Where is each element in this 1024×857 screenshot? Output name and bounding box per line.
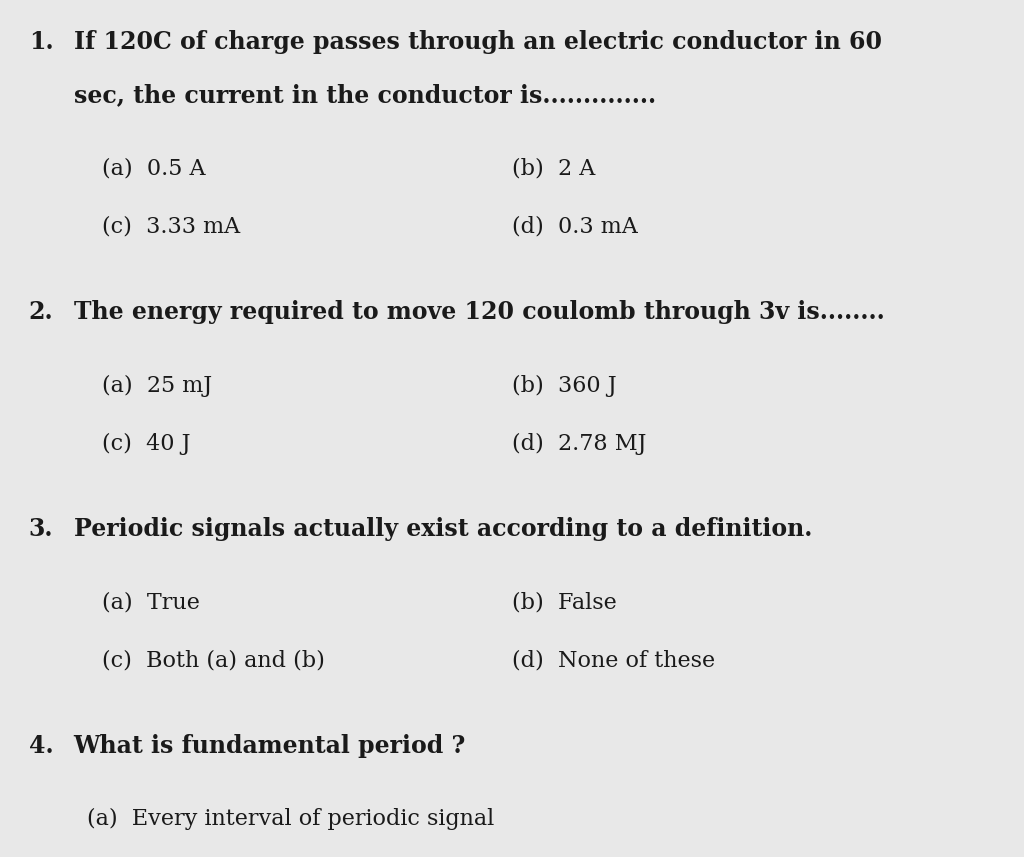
Text: (b)  2 A: (b) 2 A bbox=[512, 158, 595, 180]
Text: (c)  Both (a) and (b): (c) Both (a) and (b) bbox=[102, 650, 326, 672]
Text: (a)  True: (a) True bbox=[102, 591, 201, 614]
Text: (b)  False: (b) False bbox=[512, 591, 616, 614]
Text: (b)  360 J: (b) 360 J bbox=[512, 375, 616, 397]
Text: 3.: 3. bbox=[29, 517, 53, 541]
Text: What is fundamental period ?: What is fundamental period ? bbox=[74, 734, 466, 758]
Text: (d)  0.3 mA: (d) 0.3 mA bbox=[512, 216, 638, 238]
Text: (d)  None of these: (d) None of these bbox=[512, 650, 715, 672]
Text: Periodic signals actually exist according to a definition.: Periodic signals actually exist accordin… bbox=[74, 517, 812, 541]
Text: (a)  0.5 A: (a) 0.5 A bbox=[102, 158, 206, 180]
Text: sec, the current in the conductor is..............: sec, the current in the conductor is....… bbox=[74, 83, 655, 107]
Text: 4.: 4. bbox=[29, 734, 53, 758]
Text: 1.: 1. bbox=[29, 30, 53, 54]
Text: If 120C of charge passes through an electric conductor in 60: If 120C of charge passes through an elec… bbox=[74, 30, 882, 54]
Text: (c)  40 J: (c) 40 J bbox=[102, 433, 190, 455]
Text: 2.: 2. bbox=[29, 300, 53, 324]
Text: (d)  2.78 MJ: (d) 2.78 MJ bbox=[512, 433, 646, 455]
Text: (a)  25 mJ: (a) 25 mJ bbox=[102, 375, 213, 397]
Text: (c)  3.33 mA: (c) 3.33 mA bbox=[102, 216, 241, 238]
Text: (a)  Every interval of periodic signal: (a) Every interval of periodic signal bbox=[87, 808, 495, 830]
Text: The energy required to move 120 coulomb through 3v is........: The energy required to move 120 coulomb … bbox=[74, 300, 885, 324]
